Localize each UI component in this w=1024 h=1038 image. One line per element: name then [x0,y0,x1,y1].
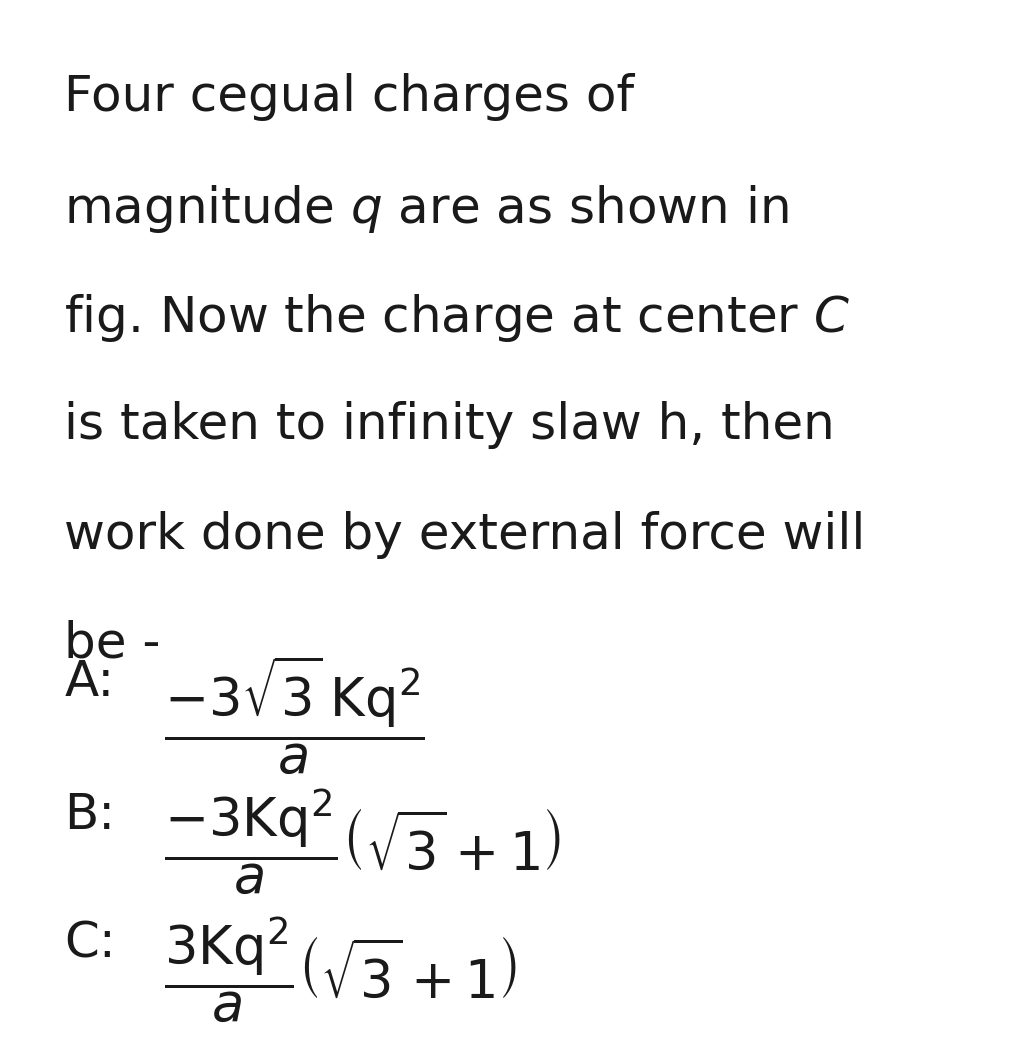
Text: is taken to infinity slaw h, then: is taken to infinity slaw h, then [65,402,835,449]
Text: fig. Now the charge at center $C$: fig. Now the charge at center $C$ [65,292,850,344]
Text: A:: A: [65,658,115,706]
Text: Four cegual charges of: Four cegual charges of [65,74,634,121]
Text: be -: be - [65,620,161,667]
Text: B:: B: [65,791,116,839]
Text: magnitude $q$ are as shown in: magnitude $q$ are as shown in [65,183,788,235]
Text: $\dfrac{-3\mathrm{Kq}^2}{a}\left(\sqrt{3}+1\right)$: $\dfrac{-3\mathrm{Kq}^2}{a}\left(\sqrt{3… [165,786,561,896]
Text: C:: C: [65,919,116,967]
Text: $\dfrac{-3\sqrt{3}\,\mathrm{Kq}^2}{a}$: $\dfrac{-3\sqrt{3}\,\mathrm{Kq}^2}{a}$ [165,653,425,775]
Text: $\dfrac{3\mathrm{Kq}^2}{a}\left(\sqrt{3}+1\right)$: $\dfrac{3\mathrm{Kq}^2}{a}\left(\sqrt{3}… [165,914,517,1025]
Text: work done by external force will: work done by external force will [65,511,865,558]
